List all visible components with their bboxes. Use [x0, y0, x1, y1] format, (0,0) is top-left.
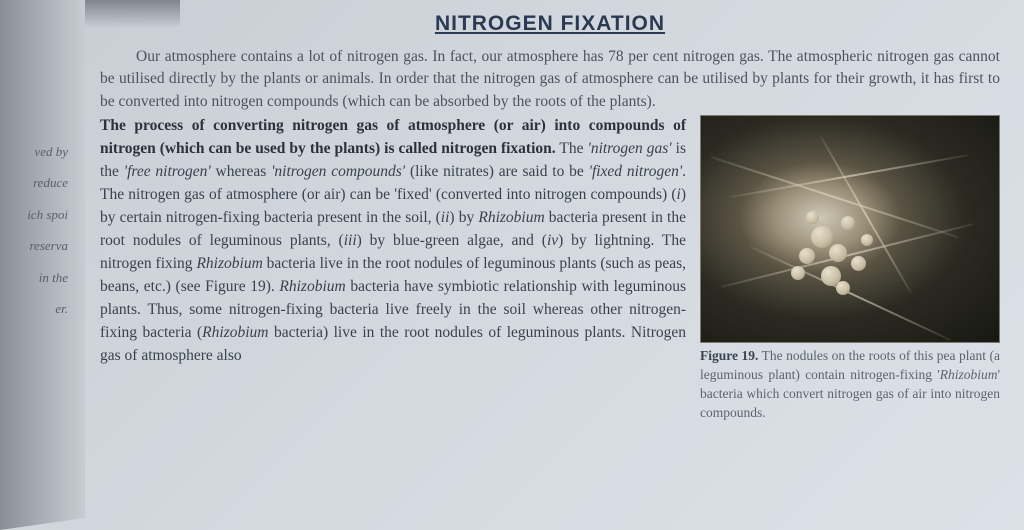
margin-note: reserva	[0, 234, 72, 257]
italic-term: 'free nitrogen'	[124, 163, 211, 180]
body-seg: (like nitrates) are said to be	[405, 163, 589, 180]
figure-image	[700, 115, 1000, 343]
body-seg: ) by blue-green algae, and (	[357, 232, 547, 249]
italic-term: 'nitrogen compounds'	[271, 163, 405, 180]
body-seg: whereas	[211, 163, 271, 180]
margin-note: reduce	[0, 171, 72, 194]
italic-term: 'nitrogen gas'	[588, 140, 672, 157]
body-seg: ) by	[449, 209, 478, 226]
figure-caption: Figure 19. The nodules on the roots of t…	[700, 347, 1000, 423]
margin-note: ich spoi	[0, 203, 72, 226]
margin-note: in the	[0, 266, 72, 289]
figure-column: Figure 19. The nodules on the roots of t…	[700, 115, 1000, 423]
intro-text: Our atmosphere contains a lot of nitroge…	[100, 46, 1000, 113]
root-nodule	[791, 266, 805, 280]
italic-genus: Rhizobium	[279, 278, 345, 295]
italic-term: 'fixed nitrogen'	[589, 163, 683, 180]
caption-italic: Rhizobium	[940, 367, 998, 382]
page-content: NITROGEN FIXATION Our atmosphere contain…	[100, 12, 1000, 423]
root-nodule	[841, 216, 855, 230]
root-strand	[721, 224, 974, 289]
root-nodule	[861, 234, 873, 246]
caption-lead: Figure 19.	[700, 348, 758, 363]
root-strand	[711, 156, 959, 238]
root-nodule	[806, 211, 819, 224]
roman-numeral: iv	[547, 232, 558, 249]
margin-note: er.	[0, 297, 72, 320]
margin-note: ved by	[0, 140, 72, 163]
section-title: NITROGEN FIXATION	[100, 12, 1000, 36]
root-strand	[731, 155, 968, 199]
body-seg: The	[556, 140, 588, 157]
body-paragraph: The process of converting nitrogen gas o…	[100, 115, 686, 423]
italic-genus: Rhizobium	[196, 255, 262, 272]
body-wrap: The process of converting nitrogen gas o…	[100, 115, 1000, 423]
intro-paragraph: Our atmosphere contains a lot of nitroge…	[100, 46, 1000, 113]
root-nodule	[851, 256, 866, 271]
roman-numeral: iii	[344, 232, 357, 249]
italic-genus: Rhizobium	[202, 324, 268, 341]
root-nodule	[829, 244, 847, 262]
margin-notes: ved by reduce ich spoi reserva in the er…	[0, 140, 72, 328]
root-nodule	[811, 226, 833, 248]
italic-genus: Rhizobium	[478, 209, 544, 226]
